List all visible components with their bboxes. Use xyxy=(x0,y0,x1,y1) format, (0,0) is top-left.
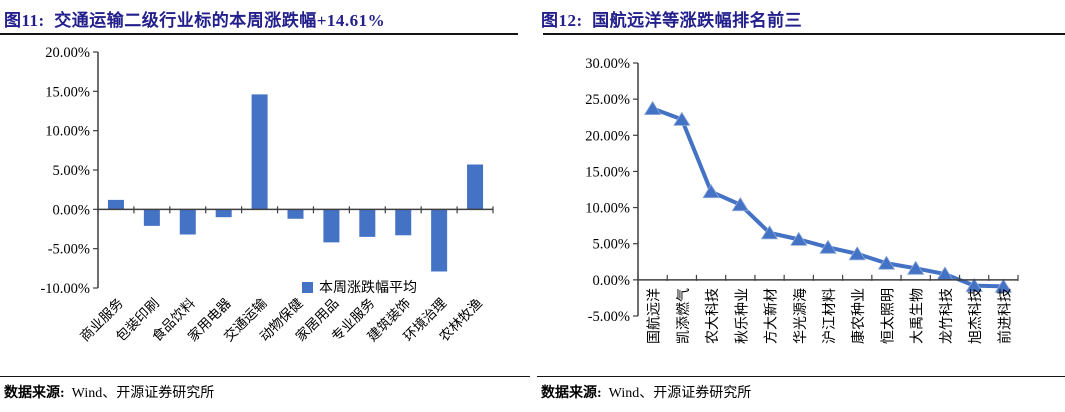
category-label: 沪江材料 xyxy=(822,288,838,344)
category-label: 恒太照明 xyxy=(880,288,896,344)
legend-label: 本周涨跌幅平均 xyxy=(319,280,417,296)
category-label: 大禹生物 xyxy=(910,288,926,344)
data-point-marker xyxy=(673,111,691,126)
category-label: 康农种业 xyxy=(850,288,867,344)
data-point-marker xyxy=(819,239,837,254)
data-point-marker xyxy=(790,231,808,246)
y-axis-tick-label: 30.00% xyxy=(585,56,630,72)
y-axis-tick-label: -10.00% xyxy=(40,281,90,297)
y-axis-tick-label: 15.00% xyxy=(45,84,90,100)
figure-12-title: 图12: 国航远洋等涨跌幅排名前三 xyxy=(541,11,803,30)
data-point-marker xyxy=(848,246,866,261)
figure-12-panel: 图12: 国航远洋等涨跌幅排名前三 30.00% 25.00% 20.00% 15.0… xyxy=(537,0,1065,412)
figure-11-panel: 图11: 交通运输二级行业标的本周涨跌幅+14.61% 20.00% 15.00%… xyxy=(0,0,532,412)
y-axis-tick-label: 0.00% xyxy=(593,273,630,289)
y-axis-tick-label: 5.00% xyxy=(53,163,90,179)
bar xyxy=(431,209,448,272)
category-label: 秋乐种业 xyxy=(734,288,750,344)
y-axis-tick-label: 20.00% xyxy=(585,128,630,144)
bar xyxy=(107,199,124,210)
bar xyxy=(179,209,196,235)
y-axis-tick-label: 20.00% xyxy=(45,45,90,61)
y-axis-tick-label: 0.00% xyxy=(53,202,90,218)
figure-11-title: 图11: 交通运输二级行业标的本周涨跌幅+14.61% xyxy=(4,11,386,30)
figure-12-line-chart: 30.00% 25.00% 20.00% 15.00% 10.00% 5.00% 0.00%… xyxy=(585,56,1019,344)
y-axis-tick-label: -5.00% xyxy=(48,242,90,258)
data-point-marker xyxy=(965,277,983,293)
legend-swatch xyxy=(302,282,313,293)
figure-12-source: 数据来源: Wind、开源证券研究所 xyxy=(541,382,751,402)
figure-11-source: 数据来源: Wind、开源证券研究所 xyxy=(4,382,214,402)
data-point-marker xyxy=(906,260,925,275)
data-point-marker xyxy=(643,100,662,115)
figure-12-source-rule xyxy=(537,376,1065,377)
bar xyxy=(467,164,484,210)
bar xyxy=(359,209,376,237)
data-point-marker xyxy=(731,196,750,212)
y-axis-tick-label: 10.00% xyxy=(45,124,90,140)
source-label: 数据来源: xyxy=(4,386,65,401)
category-label: 华光源海 xyxy=(793,288,809,344)
bar xyxy=(287,209,304,219)
data-point-marker xyxy=(877,255,896,270)
bar xyxy=(323,209,340,243)
y-axis-tick-label: 25.00% xyxy=(585,92,630,108)
category-label: 方大新材 xyxy=(764,288,780,344)
y-axis-tick-label: 5.00% xyxy=(593,237,630,253)
category-label: 前进科技 xyxy=(996,288,1013,344)
bar xyxy=(143,209,160,226)
category-label: 农大科技 xyxy=(705,288,721,344)
source-label: 数据来源: xyxy=(541,386,602,401)
y-axis-tick-label: 10.00% xyxy=(585,201,630,217)
category-label: 凯添燃气 xyxy=(675,288,692,344)
category-label: 旭杰科技 xyxy=(968,288,984,344)
bar xyxy=(395,209,412,236)
data-point-marker xyxy=(760,225,779,240)
category-label: 国航远洋 xyxy=(647,288,663,344)
figure-11-title-rule xyxy=(0,33,518,35)
source-text: Wind、开源证券研究所 xyxy=(601,386,752,401)
y-axis-tick-label: -5.00% xyxy=(588,309,630,325)
figure-12-title-rule xyxy=(543,33,1065,35)
data-point-marker xyxy=(702,183,720,199)
y-axis-tick-label: 15.00% xyxy=(585,164,630,180)
bar xyxy=(215,209,232,218)
figure-11-bar-chart: 20.00% 15.00% 10.00% 5.00% 0.00% -5.00% -10.00… xyxy=(40,45,494,344)
bar xyxy=(251,94,268,210)
data-point-marker xyxy=(994,278,1013,293)
category-label: 龙竹科技 xyxy=(939,288,955,344)
figure-11-source-rule xyxy=(0,376,530,377)
source-text: Wind、开源证券研究所 xyxy=(64,386,215,401)
